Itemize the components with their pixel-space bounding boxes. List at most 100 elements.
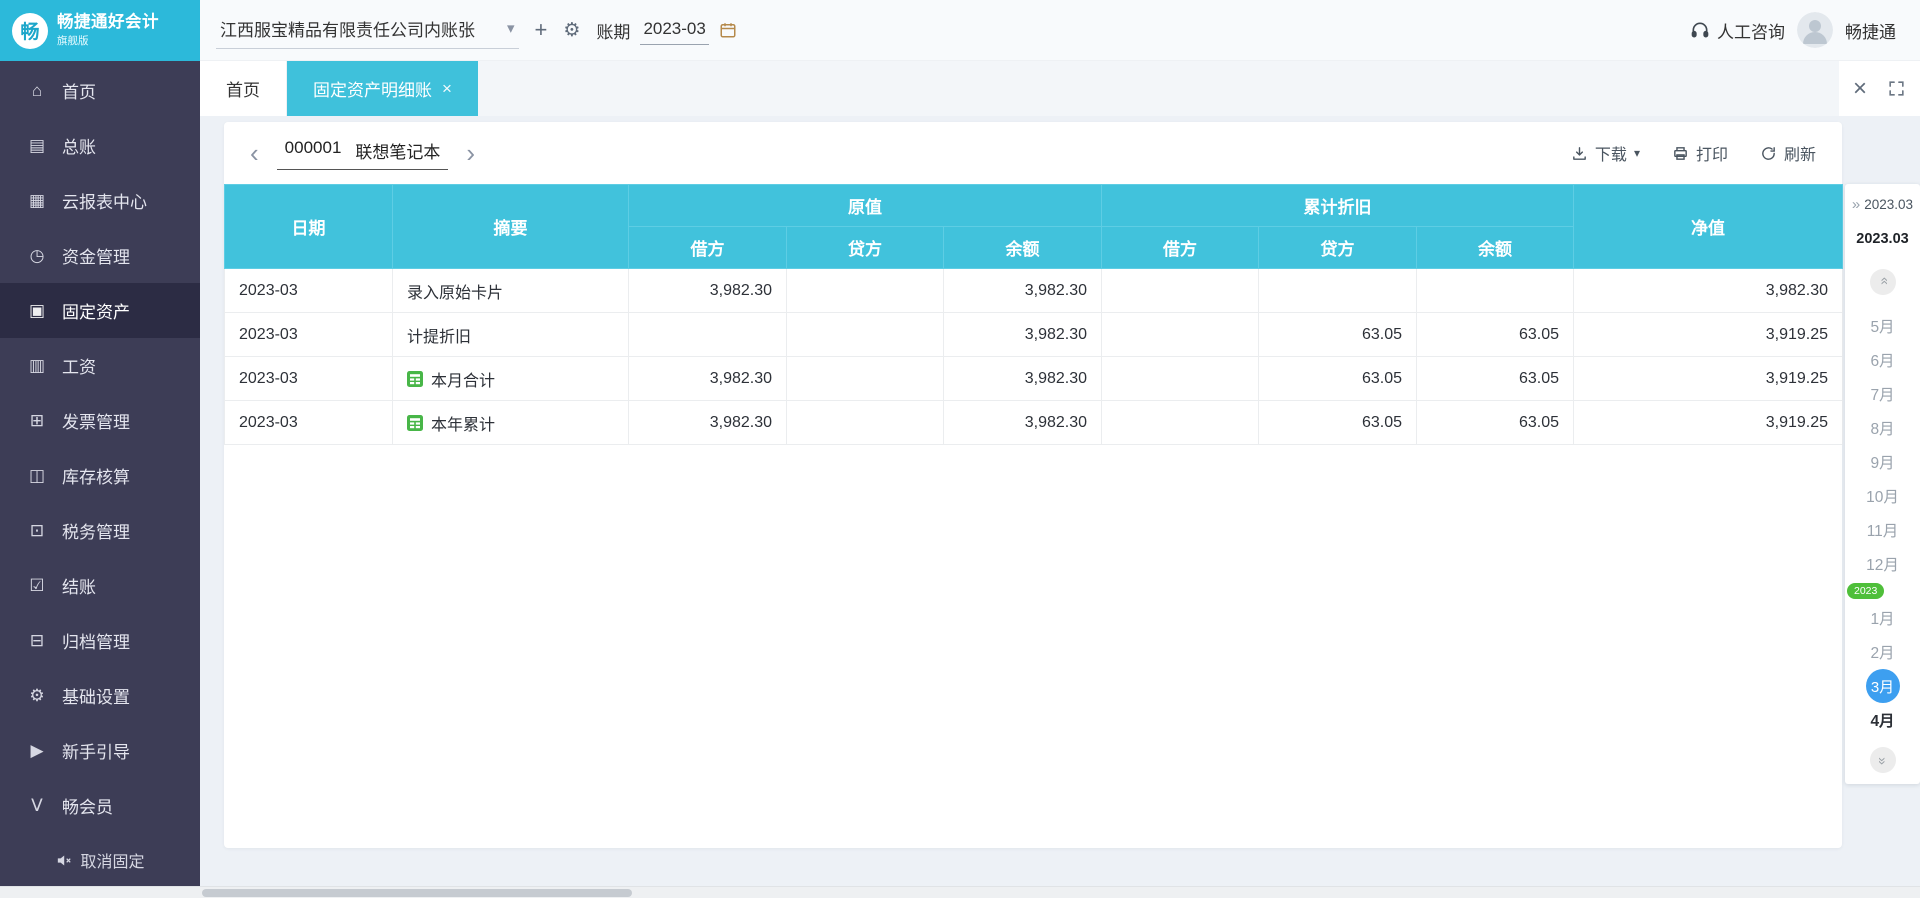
sidebar-item-label: 固定资产 (62, 303, 130, 322)
total-icon (407, 414, 423, 431)
sidebar-item-inventory[interactable]: ◫ 库存核算 (0, 448, 200, 503)
cell-ov-debit: 3,982.30 (628, 356, 787, 401)
sidebar-item-label: 总账 (62, 138, 96, 157)
member-icon: Ⅴ (31, 795, 43, 815)
cell-ad-debit (1101, 356, 1260, 401)
next-asset-button[interactable]: › (466, 138, 476, 168)
tab-fixed-asset-ledger[interactable]: 固定资产明细账 × (287, 61, 478, 116)
sidebar-item-salary[interactable]: ▥ 工资 (0, 338, 200, 393)
unpin-label: 取消固定 (80, 854, 145, 871)
sidebar-item-home[interactable]: ⌂ 首页 (0, 63, 200, 118)
help-button[interactable]: 人工咨询 (1690, 18, 1785, 43)
sidebar-item-settings[interactable]: ⚙ 基础设置 (0, 668, 200, 723)
app-title: 畅捷通好会计 (57, 12, 159, 31)
sidebar-item-archive[interactable]: ⊟ 归档管理 (0, 613, 200, 668)
avatar[interactable] (1797, 12, 1833, 48)
fullscreen-icon[interactable] (1887, 79, 1906, 98)
sidebar-item-member[interactable]: Ⅴ 畅会员 (0, 778, 200, 833)
close-all-tabs-icon[interactable]: × (1852, 74, 1867, 102)
month-item-april[interactable]: 4月 (1870, 713, 1895, 730)
fixed-asset-ledger-panel: ‹ 000001 联想笔记本 › 下载 ▾ 打印 刷新 (224, 122, 1844, 848)
scroll-months-down-button[interactable]: » (1869, 747, 1896, 773)
cell-ov-credit (786, 312, 944, 357)
sidebar-item-cloud-reports[interactable]: ▦ 云报表中心 (0, 173, 200, 228)
period-panel-header: » 2023.03 (1852, 196, 1913, 213)
col-header-credit: 贷方 (786, 226, 944, 269)
double-chevron-up-icon: » (1874, 279, 1891, 285)
sidebar-item-label: 新手引导 (62, 743, 130, 762)
month-item-october[interactable]: 10月 (1866, 489, 1899, 506)
table-row-year-total: 2023-03 本年累计 3,982.30 3,982.30 63.05 63.… (224, 400, 1844, 445)
sidebar-item-label: 首页 (62, 83, 96, 102)
sidebar-item-fixed-assets[interactable]: ▣ 固定资产 (0, 283, 200, 338)
sidebar-item-general-ledger[interactable]: ▤ 总账 (0, 118, 200, 173)
cell-date: 2023-03 (224, 312, 393, 357)
cell-ad-credit: 63.05 (1258, 356, 1418, 401)
month-item-june[interactable]: 6月 (1870, 353, 1895, 370)
refresh-icon (1762, 146, 1775, 160)
archive-icon: ⊟ (29, 630, 45, 650)
table-row: 2023-03 录入原始卡片 3,982.30 3,982.30 3,982.3… (224, 268, 1844, 313)
download-label: 下载 (1594, 147, 1627, 164)
company-selector[interactable]: 江西服宝精品有限责任公司内账张 ▾ (216, 11, 519, 49)
period-header-value: 2023.03 (1864, 197, 1914, 212)
month-item-january[interactable]: 1月 (1870, 611, 1895, 628)
sidebar-menu: ⌂ 首页 ▤ 总账 ▦ 云报表中心 ◷ 资金管理 ▣ 固定资产 ▥ 工资 ⊞ 发… (0, 61, 200, 834)
cell-ad-balance: 63.05 (1416, 400, 1575, 445)
sidebar-item-fund-management[interactable]: ◷ 资金管理 (0, 228, 200, 283)
collapse-panel-icon[interactable]: » (1851, 196, 1861, 213)
sidebar-item-label: 发票管理 (62, 413, 130, 432)
panel-toolbar: ‹ 000001 联想笔记本 › 下载 ▾ 打印 刷新 (224, 122, 1842, 184)
sidebar-item-closing[interactable]: ☑ 结账 (0, 558, 200, 613)
cell-ov-credit (786, 268, 944, 313)
inventory-icon: ◫ (28, 465, 46, 485)
month-item-july[interactable]: 7月 (1870, 387, 1895, 404)
col-group-accumulated-depreciation: 累计折旧 (1101, 184, 1575, 227)
sidebar-item-invoice-management[interactable]: ⊞ 发票管理 (0, 393, 200, 448)
col-header-date: 日期 (224, 184, 393, 269)
app-edition: 旗舰版 (57, 35, 89, 48)
tab-home[interactable]: 首页 (200, 61, 287, 116)
col-header-debit: 借方 (1101, 226, 1260, 269)
sidebar-item-label: 基础设置 (62, 688, 130, 707)
sidebar-item-tax-management[interactable]: ⊡ 税务管理 (0, 503, 200, 558)
home-icon: ⌂ (31, 80, 43, 100)
month-item-november[interactable]: 11月 (1866, 523, 1899, 540)
refresh-button[interactable]: 刷新 (1760, 141, 1816, 165)
month-item-september[interactable]: 9月 (1870, 455, 1895, 472)
cell-ov-debit: 3,982.30 (628, 400, 787, 445)
month-item-february[interactable]: 2月 (1870, 645, 1895, 662)
scrollbar-thumb[interactable] (202, 889, 632, 897)
horizontal-scrollbar[interactable] (0, 886, 1920, 898)
month-item-may[interactable]: 5月 (1870, 319, 1895, 336)
gear-icon[interactable]: ⚙ (563, 19, 581, 41)
asset-code: 000001 (284, 138, 342, 157)
cell-ov-balance: 3,982.30 (942, 356, 1103, 401)
asset-name: 联想笔记本 (355, 143, 441, 162)
month-item-december[interactable]: 12月 (1866, 557, 1899, 574)
month-item-march-selected[interactable]: 3月 (1845, 669, 1920, 703)
cell-ad-balance (1416, 268, 1575, 313)
cell-date: 2023-03 (224, 356, 393, 401)
print-button[interactable]: 打印 (1672, 141, 1728, 165)
cell-net: 3,919.25 (1573, 312, 1844, 357)
user-name[interactable]: 畅捷通 (1845, 22, 1896, 42)
scroll-months-up-button[interactable]: » (1869, 269, 1896, 295)
double-chevron-down-icon: » (1874, 757, 1891, 763)
download-button[interactable]: 下载 ▾ (1571, 141, 1640, 165)
sidebar-item-beginner-guide[interactable]: ▶ 新手引导 (0, 723, 200, 778)
prev-asset-button[interactable]: ‹ (250, 138, 259, 168)
asset-selector[interactable]: 000001 联想笔记本 (276, 136, 449, 170)
tab-label: 固定资产明细账 (313, 81, 432, 100)
calendar-icon[interactable] (719, 21, 737, 39)
sidebar: 畅 畅捷通好会计 旗舰版 ⌂ 首页 ▤ 总账 ▦ 云报表中心 ◷ 资金管理 ▣ … (0, 0, 200, 886)
add-account-button[interactable]: + (534, 17, 548, 42)
unpin-sidebar-button[interactable]: 取消固定 (0, 834, 200, 886)
tab-close-icon[interactable]: × (442, 78, 452, 98)
cell-ad-balance: 63.05 (1416, 356, 1575, 401)
toolbar-actions: 下载 ▾ 打印 刷新 (1571, 141, 1816, 165)
download-icon (1573, 146, 1586, 160)
report-icon: ▦ (28, 190, 46, 210)
month-item-august[interactable]: 8月 (1870, 421, 1895, 438)
period-value[interactable]: 2023-03 (640, 16, 709, 45)
